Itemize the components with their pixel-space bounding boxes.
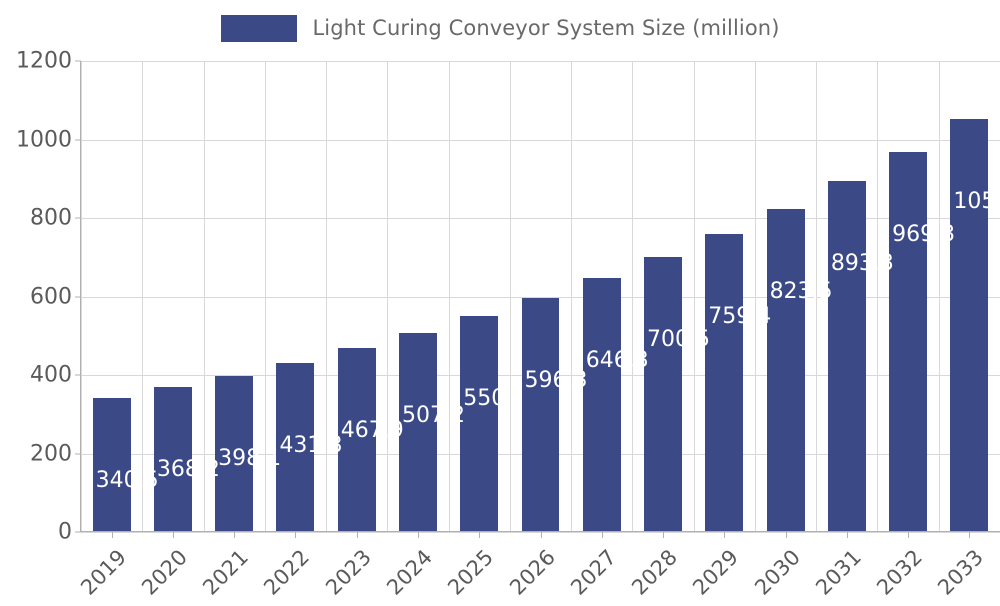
x-axis-tick-mark bbox=[541, 532, 542, 538]
bar[interactable] bbox=[889, 151, 928, 532]
bar[interactable] bbox=[153, 387, 192, 532]
x-axis-tick-label: 2021 bbox=[198, 545, 254, 600]
gridline-horizontal bbox=[81, 139, 1000, 141]
x-axis-tick-label: 2031 bbox=[811, 545, 866, 600]
y-axis-ticks: 0 200 400 600 800 1000 1200 bbox=[0, 0, 81, 600]
y-axis-tick-mark bbox=[75, 453, 81, 454]
legend-label: Light Curing Conveyor System Size (milli… bbox=[312, 16, 780, 40]
gridline-vertical bbox=[694, 61, 695, 532]
gridline-vertical bbox=[510, 61, 511, 532]
gridline-horizontal bbox=[81, 296, 1000, 298]
x-axis-tick-label: 2028 bbox=[627, 545, 683, 600]
x-axis-tick-label: 2027 bbox=[565, 545, 621, 600]
x-axis-tick-mark bbox=[295, 532, 296, 538]
y-axis-tick-mark bbox=[75, 374, 81, 376]
x-axis-line bbox=[81, 531, 1000, 532]
x-axis-tick-mark bbox=[479, 532, 480, 538]
x-axis-tick-mark bbox=[969, 532, 970, 538]
y-axis-tick-label: 200 bbox=[30, 441, 72, 466]
gridline-vertical bbox=[142, 61, 143, 532]
gridline-vertical bbox=[204, 61, 205, 532]
gridline-vertical bbox=[81, 61, 82, 532]
x-axis-tick-label: 2026 bbox=[504, 545, 560, 600]
legend-swatch-icon bbox=[220, 14, 297, 42]
bar[interactable] bbox=[705, 233, 744, 532]
x-axis-tick-mark bbox=[602, 532, 603, 538]
gridline-vertical bbox=[326, 61, 327, 532]
gridline-vertical bbox=[387, 61, 388, 532]
bar[interactable] bbox=[766, 208, 805, 532]
x-axis-tick-label: 2025 bbox=[443, 545, 499, 600]
bar[interactable] bbox=[337, 348, 376, 532]
bar[interactable] bbox=[582, 278, 621, 532]
gridline-vertical bbox=[877, 61, 878, 532]
y-axis-tick-mark bbox=[75, 139, 81, 140]
y-axis-tick-mark bbox=[75, 60, 81, 62]
gridline-vertical bbox=[265, 61, 266, 532]
y-axis-tick-mark bbox=[75, 217, 81, 219]
y-axis-tick-label: 1000 bbox=[16, 127, 72, 152]
x-axis-tick-label: 2030 bbox=[749, 545, 805, 600]
y-axis-tick-label: 1200 bbox=[16, 48, 72, 74]
x-axis-tick-mark bbox=[663, 532, 664, 538]
y-axis-tick-mark bbox=[75, 296, 81, 297]
x-axis-tick-label: 2019 bbox=[75, 545, 131, 600]
bar[interactable] bbox=[521, 297, 560, 532]
x-axis-tick-mark bbox=[786, 532, 787, 538]
gridline-horizontal bbox=[81, 61, 1000, 62]
bar[interactable] bbox=[92, 398, 131, 532]
bar[interactable] bbox=[276, 362, 315, 532]
x-axis-tick-mark bbox=[724, 532, 725, 538]
bar[interactable] bbox=[215, 375, 254, 532]
gridline-vertical bbox=[632, 61, 633, 532]
gridline-vertical bbox=[571, 61, 572, 532]
y-axis-tick-label: 800 bbox=[30, 205, 72, 231]
x-axis-tick-mark bbox=[908, 532, 909, 538]
x-axis-tick-label: 2029 bbox=[688, 545, 744, 600]
bar[interactable] bbox=[827, 181, 866, 532]
y-axis-tick-label: 600 bbox=[30, 284, 72, 309]
y-axis-tick-mark bbox=[75, 531, 81, 533]
x-axis-tick-label: 2023 bbox=[320, 545, 376, 600]
chart-legend: Light Curing Conveyor System Size (milli… bbox=[0, 8, 1000, 48]
bar[interactable] bbox=[644, 257, 683, 532]
gridline-horizontal bbox=[81, 532, 1000, 533]
gridline-vertical bbox=[755, 61, 756, 532]
bar[interactable] bbox=[950, 119, 989, 532]
x-axis-tick-label: 2033 bbox=[933, 545, 989, 600]
gridline-vertical bbox=[816, 61, 817, 532]
y-axis-tick-label: 0 bbox=[58, 519, 72, 545]
x-axis-tick-label: 2032 bbox=[872, 545, 928, 600]
x-axis-tick-mark bbox=[234, 532, 235, 538]
bar[interactable] bbox=[460, 316, 499, 532]
bar[interactable] bbox=[398, 332, 437, 532]
gridline-vertical bbox=[449, 61, 450, 532]
gridline-horizontal bbox=[81, 218, 1000, 219]
x-axis-tick-mark bbox=[847, 532, 848, 538]
x-axis-tick-mark bbox=[173, 532, 174, 538]
x-axis-tick-label: 2022 bbox=[259, 545, 315, 600]
gridline-vertical bbox=[939, 61, 940, 532]
x-axis-tick-label: 2024 bbox=[382, 545, 437, 600]
x-axis-tick-mark bbox=[112, 532, 113, 538]
x-axis-tick-mark bbox=[418, 532, 419, 538]
y-axis-tick-label: 400 bbox=[30, 362, 72, 388]
x-axis-tick-label: 2020 bbox=[137, 545, 192, 600]
x-axis-tick-mark bbox=[357, 532, 358, 538]
